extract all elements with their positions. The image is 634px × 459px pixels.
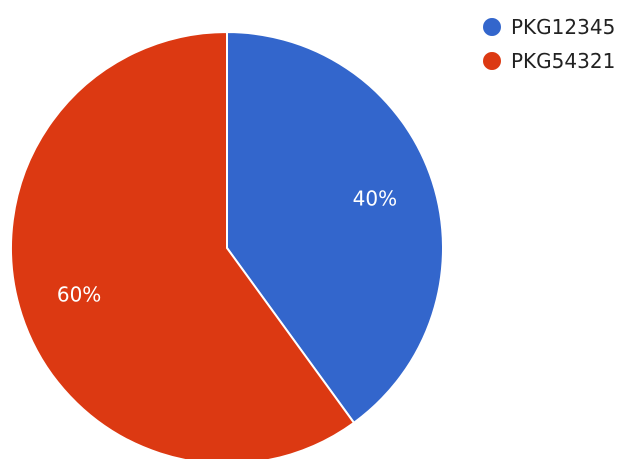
pie-slice-labels: 40% 60% [57,186,397,306]
pie-slice-label: 60% [57,283,101,307]
legend-label: PKG12345 [511,15,616,39]
legend: PKG12345 PKG54321 [483,10,615,78]
legend-item-pkg54321[interactable]: PKG54321 [483,44,615,78]
pie-slice-label: 40% [353,186,397,210]
legend-item-pkg12345[interactable]: PKG12345 [483,10,615,44]
legend-swatch-icon [483,18,501,36]
legend-swatch-icon [483,52,501,70]
legend-label: PKG54321 [511,49,616,73]
pie-slices [10,30,444,459]
pie-slice-pkg12345[interactable] [226,30,444,425]
pie-slice-pkg54321[interactable] [10,30,356,459]
